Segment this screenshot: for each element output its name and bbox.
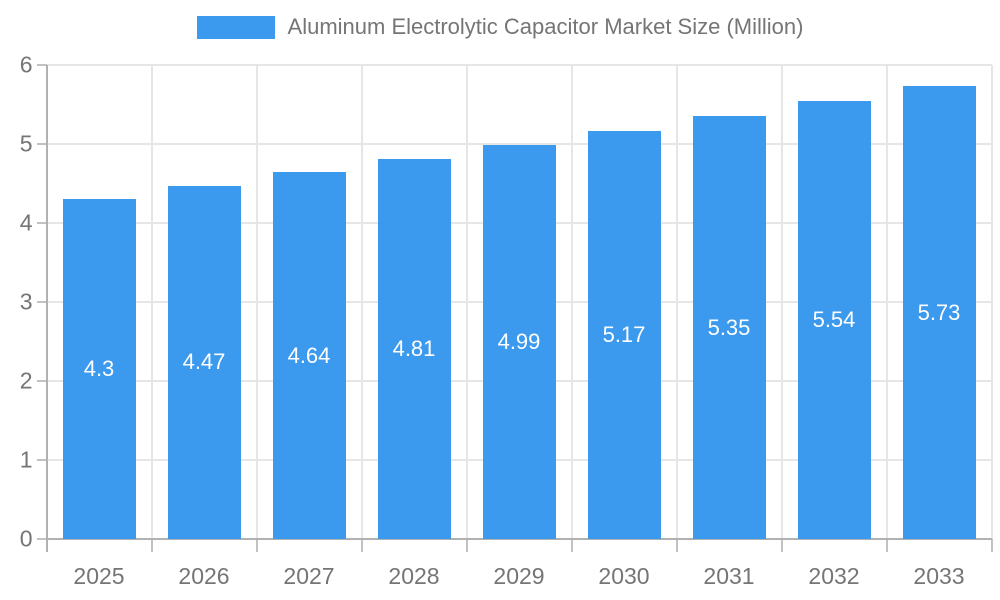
bar-2033[interactable] <box>902 86 976 539</box>
y-axis-tick <box>36 380 47 382</box>
bar-2027[interactable] <box>272 172 346 539</box>
bar-2026[interactable] <box>167 185 241 539</box>
bar-value-2026: 4.47 <box>182 349 226 375</box>
bar-value-2025: 4.3 <box>83 356 115 382</box>
x-axis-label-2033: 2033 <box>913 563 965 589</box>
y-axis-tick <box>36 459 47 461</box>
x-axis-label-2026: 2026 <box>178 563 230 589</box>
x-axis-tick <box>255 539 258 552</box>
v-gridline <box>675 65 678 539</box>
x-axis-label-2027: 2027 <box>283 563 335 589</box>
bar-2025[interactable] <box>62 199 136 539</box>
bar-value-2030: 5.17 <box>602 321 646 347</box>
bar-value-2032: 5.54 <box>812 307 856 333</box>
y-axis-label: 4 <box>19 209 33 236</box>
v-gridline <box>150 65 153 539</box>
x-axis-tick <box>675 539 678 552</box>
x-axis-label-2028: 2028 <box>388 563 440 589</box>
v-gridline <box>255 65 258 539</box>
bar-value-2033: 5.73 <box>917 299 961 325</box>
y-axis-tick <box>36 538 47 540</box>
x-axis-tick <box>465 539 468 552</box>
y-axis-label: 2 <box>19 367 33 394</box>
v-gridline <box>885 65 888 539</box>
y-axis-tick <box>36 301 47 303</box>
y-axis-label: 3 <box>19 288 33 315</box>
x-axis-label-2032: 2032 <box>808 563 860 589</box>
bar-value-2028: 4.81 <box>392 336 436 361</box>
h-gridline <box>46 64 992 66</box>
bar-2029[interactable] <box>482 144 556 539</box>
x-axis-label-2025: 2025 <box>73 563 125 589</box>
y-axis-tick <box>36 222 47 224</box>
x-axis-tick <box>780 539 783 552</box>
bar-2030[interactable] <box>587 130 661 539</box>
bar-2031[interactable] <box>692 116 766 539</box>
bar-2028[interactable] <box>377 159 451 539</box>
v-gridline <box>570 65 573 539</box>
bar-2032[interactable] <box>797 101 871 539</box>
v-gridline <box>465 65 468 539</box>
y-axis-label: 6 <box>19 51 33 78</box>
bar-value-2029: 4.99 <box>497 328 541 354</box>
legend-swatch-icon <box>196 15 275 39</box>
legend-label: Aluminum Electrolytic Capacitor Market S… <box>287 14 804 39</box>
v-gridline <box>780 65 783 539</box>
y-axis-label: 1 <box>19 446 33 473</box>
y-axis-label: 5 <box>19 130 33 157</box>
x-axis-tick <box>360 539 363 552</box>
v-gridline <box>990 65 993 539</box>
v-gridline <box>360 65 363 539</box>
x-axis-tick <box>885 539 888 552</box>
x-axis-label-2030: 2030 <box>598 563 650 589</box>
bar-value-2027: 4.64 <box>287 342 331 368</box>
x-axis-tick <box>990 539 993 552</box>
y-axis-label: 0 <box>19 525 33 552</box>
x-axis-tick <box>570 539 573 552</box>
x-axis-label-2029: 2029 <box>493 563 545 589</box>
y-axis-tick <box>36 143 47 145</box>
y-axis-line <box>45 65 48 552</box>
x-axis-line <box>45 538 992 540</box>
x-axis-label-2031: 2031 <box>703 563 755 589</box>
x-axis-tick <box>150 539 153 552</box>
bar-value-2031: 5.35 <box>707 314 751 340</box>
h-gridline <box>46 143 992 145</box>
legend[interactable]: Aluminum Electrolytic Capacitor Market S… <box>0 14 1000 40</box>
y-axis-tick <box>36 64 47 66</box>
